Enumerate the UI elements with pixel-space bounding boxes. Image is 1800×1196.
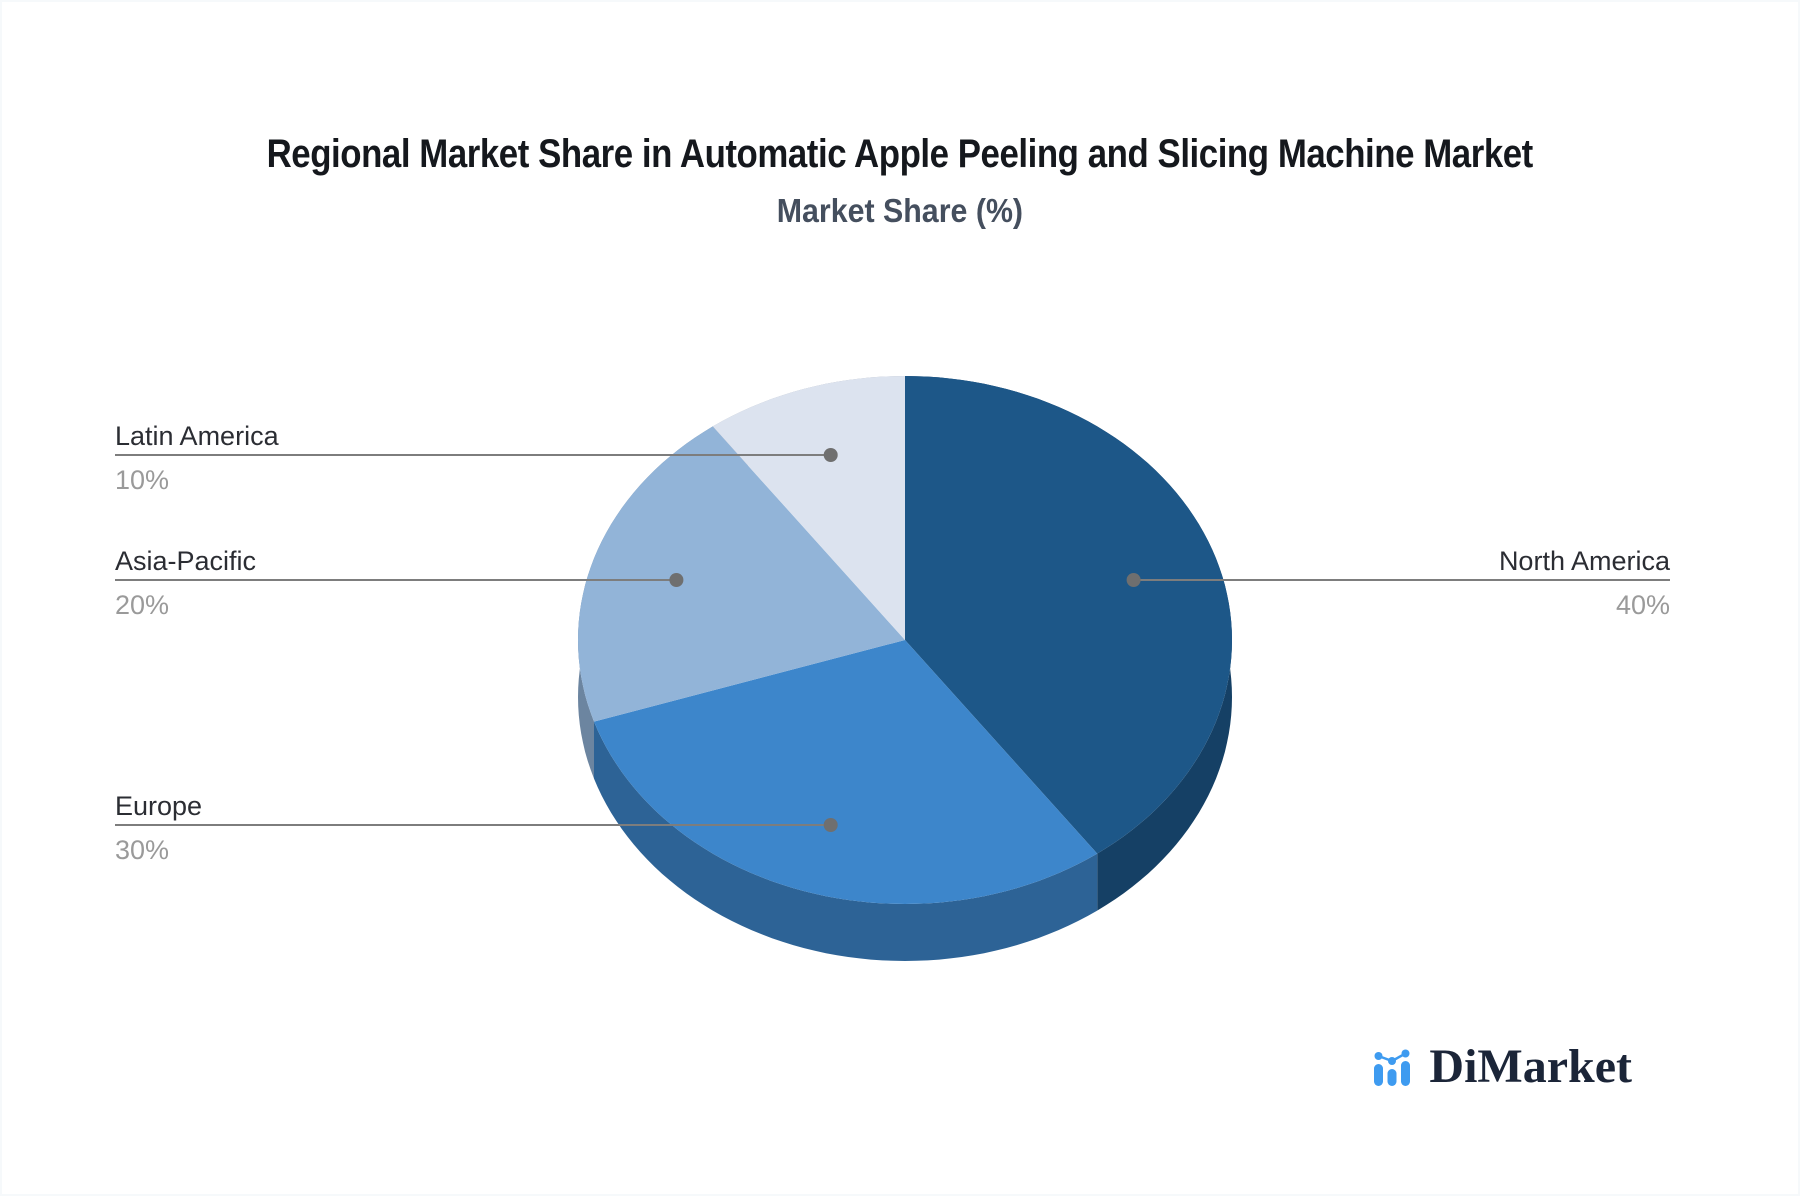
pie-slice-side-europe bbox=[594, 721, 1098, 961]
chart-title-text: Regional Market Share in Automatic Apple… bbox=[266, 132, 1534, 176]
callout-label-asia-pacific: Asia-Pacific bbox=[115, 546, 257, 576]
callout-value-europe: 30% bbox=[115, 835, 170, 865]
chart-subtitle: Market Share (%) bbox=[0, 192, 1800, 230]
chart-subtitle-text: Market Share (%) bbox=[776, 192, 1024, 229]
callout-value-asia-pacific: 20% bbox=[115, 590, 170, 620]
callout-label-latin-america: Latin America bbox=[115, 421, 279, 451]
callout-dot-europe bbox=[823, 818, 838, 832]
chart-title: Regional Market Share in Automatic Apple… bbox=[0, 132, 1800, 177]
pie-slice-north-america[interactable] bbox=[905, 376, 1232, 854]
callout-value-north-america: 40% bbox=[1615, 590, 1670, 620]
bar-chart-trend-icon bbox=[1374, 1049, 1411, 1086]
brand-wordmark: DiMarket bbox=[1429, 1040, 1632, 1093]
pie-slice-europe[interactable] bbox=[594, 640, 1098, 904]
callout-label-north-america: North America bbox=[1498, 546, 1670, 576]
brand-logo: DiMarket bbox=[1371, 1040, 1632, 1093]
callout-label-europe: Europe bbox=[115, 791, 203, 821]
callout-value-latin-america: 10% bbox=[115, 465, 170, 495]
callout-dot-north-america bbox=[1126, 573, 1141, 587]
pie-slice-asia-pacific[interactable] bbox=[578, 426, 905, 722]
callout-dot-latin-america bbox=[823, 448, 838, 462]
callout-dot-asia-pacific bbox=[669, 573, 684, 587]
pie-slice-latin-america[interactable] bbox=[712, 376, 905, 640]
